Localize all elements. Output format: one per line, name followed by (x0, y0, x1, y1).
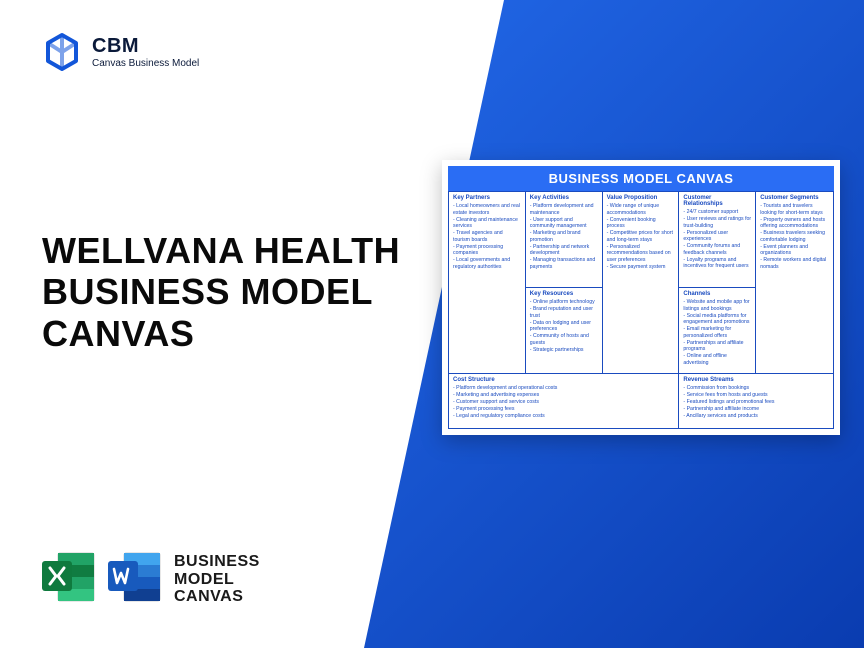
list-item: Brand reputation and user trust (530, 306, 598, 319)
list-item: Partnerships and affiliate programs (683, 340, 751, 353)
label-channels: Channels (683, 291, 751, 297)
list-item: Website and mobile app for listings and … (683, 299, 751, 312)
list-item: Event planners and organizations (760, 244, 829, 257)
label-key-activities: Key Activities (530, 195, 598, 201)
cell-customer-relationships: Customer Relationships 24/7 customer sup… (679, 192, 756, 288)
list-item: Payment processing fees (453, 406, 674, 413)
brand-logo: CBM Canvas Business Model (42, 32, 199, 72)
list-item: Legal and regulatory compliance costs (453, 413, 674, 420)
excel-icon (42, 551, 96, 608)
list-item: Commission from bookings (683, 385, 829, 392)
logo-icon (42, 32, 82, 72)
cell-revenue-streams: Revenue Streams Commission from bookings… (679, 374, 833, 428)
list-item: Travel agencies and tourism boards (453, 230, 521, 243)
list-item: Data on lodging and user preferences (530, 320, 598, 333)
label-value-proposition: Value Proposition (607, 195, 675, 201)
footer-line-3: CANVAS (174, 588, 260, 606)
footer-line-2: MODEL (174, 571, 260, 589)
cell-key-resources: Key Resources Online platform technology… (526, 288, 603, 374)
list-item: Managing transactions and payments (530, 257, 598, 270)
list-item: Featured listings and promotional fees (683, 399, 829, 406)
label-cost-structure: Cost Structure (453, 377, 674, 383)
list-item: Local homeowners and real estate investo… (453, 203, 521, 216)
list-item: Email marketing for personalized offers (683, 326, 751, 339)
cell-key-activities: Key Activities Platform development and … (526, 192, 603, 288)
brand-tagline: Canvas Business Model (92, 58, 199, 69)
list-item: Ancillary services and products (683, 413, 829, 420)
list-item: Convenient booking process (607, 217, 675, 230)
list-item: Personalized user experiences (683, 230, 751, 243)
canvas-grid: Key Partners Local homeowners and real e… (448, 191, 834, 429)
list-item: Online platform technology (530, 299, 598, 306)
footer-label: BUSINESS MODEL CANVAS (174, 553, 260, 606)
cell-customer-segments: Customer Segments Tourists and travelers… (756, 192, 833, 374)
list-item: Service fees from hosts and guests (683, 392, 829, 399)
list-item: Wide range of unique accommodations (607, 203, 675, 216)
list-item: Tourists and travelers looking for short… (760, 203, 829, 216)
page-title: WELLVANA HEALTH BUSINESS MODEL CANVAS (42, 230, 422, 354)
list-item: Loyalty programs and incentives for freq… (683, 257, 751, 270)
list-item: Cleaning and maintenance services (453, 217, 521, 230)
list-item: Community forums and feedback channels (683, 243, 751, 256)
list-item: Online and offline advertising (683, 353, 751, 366)
list-item: User support and community management (530, 217, 598, 230)
list-item: Platform development and maintenance (530, 203, 598, 216)
list-item: Marketing and brand promotion (530, 230, 598, 243)
list-item: Platform development and operational cos… (453, 385, 674, 392)
list-item: Remote workers and digital nomads (760, 257, 829, 270)
canvas-title: BUSINESS MODEL CANVAS (448, 166, 834, 191)
cell-value-proposition: Value Proposition Wide range of unique a… (603, 192, 680, 374)
list-item: Local governments and regulatory authori… (453, 257, 521, 270)
list-item: Customer support and service costs (453, 399, 674, 406)
label-customer-relationships: Customer Relationships (683, 195, 751, 207)
list-item: Competitive prices for short and long-te… (607, 230, 675, 243)
canvas-card: BUSINESS MODEL CANVAS Key Partners Local… (442, 160, 840, 435)
footer-apps: BUSINESS MODEL CANVAS (42, 551, 260, 608)
list-item: Business travelers seeking comfortable l… (760, 230, 829, 243)
label-customer-segments: Customer Segments (760, 195, 829, 201)
footer-line-1: BUSINESS (174, 553, 260, 571)
word-icon (108, 551, 162, 608)
list-item: Personalized recommendations based on us… (607, 244, 675, 264)
cell-key-partners: Key Partners Local homeowners and real e… (449, 192, 526, 374)
label-key-resources: Key Resources (530, 291, 598, 297)
cell-cost-structure: Cost Structure Platform development and … (449, 374, 679, 428)
list-item: Community of hosts and guests (530, 333, 598, 346)
list-item: 24/7 customer support (683, 209, 751, 216)
list-item: Payment processing companies (453, 244, 521, 257)
label-key-partners: Key Partners (453, 195, 521, 201)
label-revenue-streams: Revenue Streams (683, 377, 829, 383)
list-item: Partnership and affiliate income (683, 406, 829, 413)
list-item: Property owners and hosts offering accom… (760, 217, 829, 230)
list-item: Marketing and advertising expenses (453, 392, 674, 399)
list-item: Partnership and network development (530, 244, 598, 257)
list-item: User reviews and ratings for trust-build… (683, 216, 751, 229)
cell-channels: Channels Website and mobile app for list… (679, 288, 756, 374)
brand-name: CBM (92, 35, 199, 58)
list-item: Secure payment system (607, 264, 675, 271)
list-item: Social media platforms for engagement an… (683, 313, 751, 326)
list-item: Strategic partnerships (530, 347, 598, 354)
